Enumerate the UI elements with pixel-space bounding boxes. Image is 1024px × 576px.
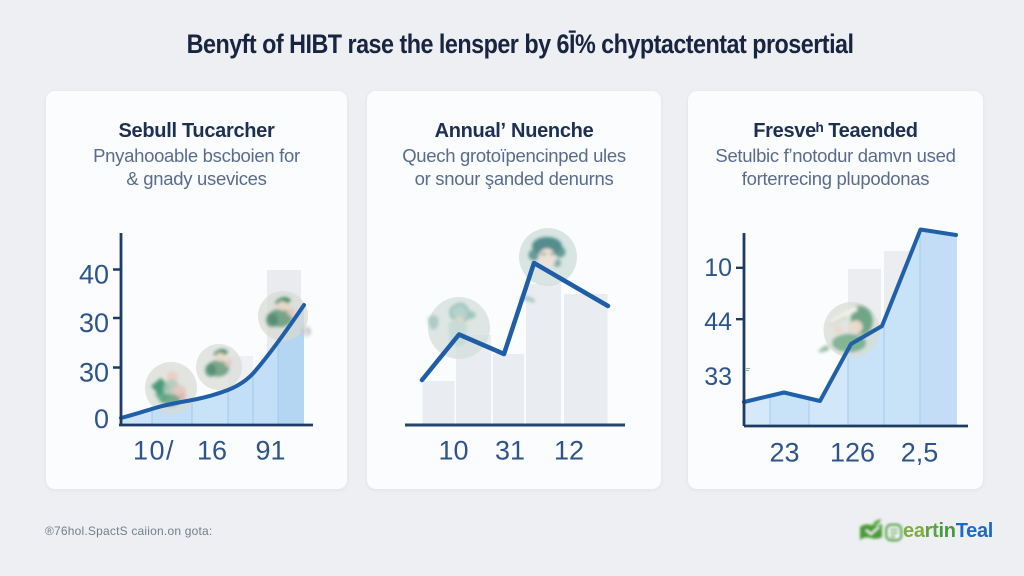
svg-text:126: 126 [830,438,875,468]
svg-text:44: 44 [704,308,732,336]
svg-text:16: 16 [197,436,227,466]
svg-text:91: 91 [255,436,285,466]
svg-text:30: 30 [79,358,109,388]
svg-text:0: 0 [94,404,109,434]
svg-text:2,5: 2,5 [901,438,939,468]
svg-text:33: 33 [704,363,732,391]
svg-text:31: 31 [495,436,525,466]
svg-text:23: 23 [769,438,799,468]
svg-text:40: 40 [79,260,109,290]
svg-text:10: 10 [704,254,732,282]
svg-text:12: 12 [554,436,584,466]
svg-text:10: 10 [438,436,468,466]
svg-text:30: 30 [79,308,109,338]
svg-text:10/: 10/ [133,436,175,466]
